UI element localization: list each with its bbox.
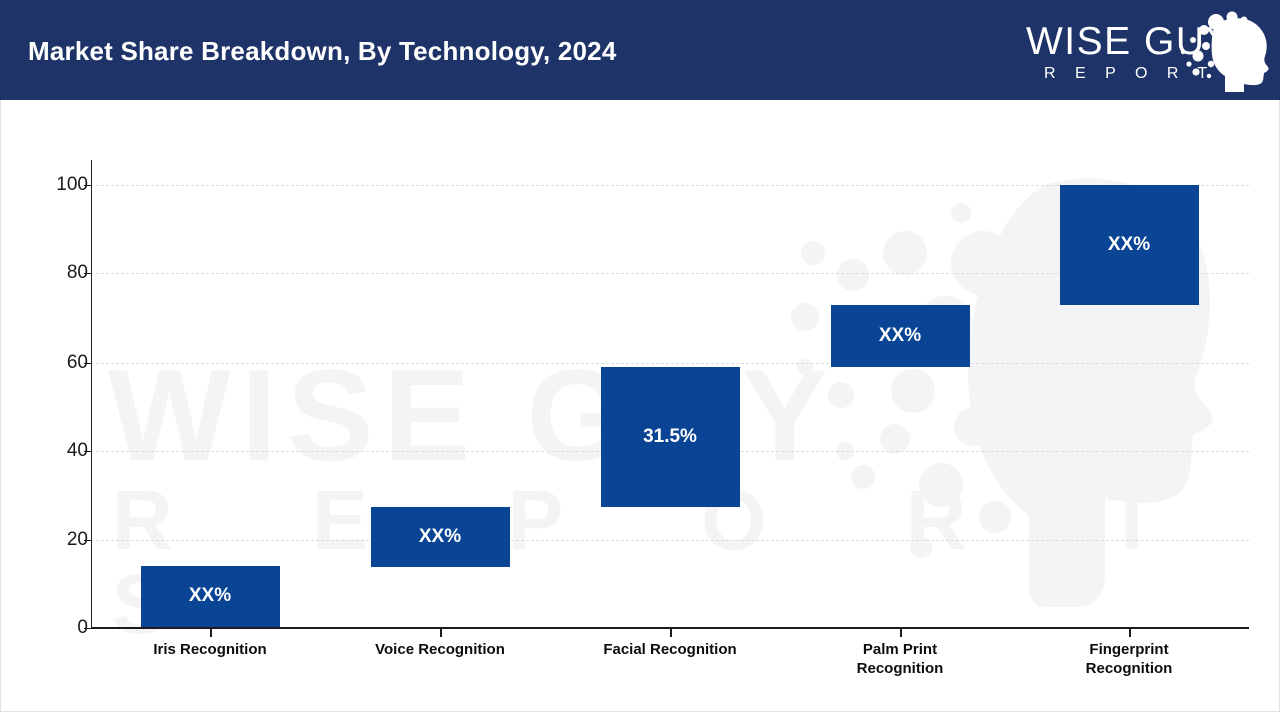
page-title: Market Share Breakdown, By Technology, 2…: [28, 36, 617, 66]
x-tickmark-5: [1129, 629, 1131, 637]
bar-facial-recognition[interactable]: [601, 367, 740, 507]
svg-text:R E P O R T S: R E P O R T S: [1044, 65, 1245, 82]
bar-label-palm-print-recognition: XX%: [878, 325, 922, 346]
y-tickmark-80: [84, 273, 91, 274]
gridline-20: [91, 540, 1249, 541]
gridline-100: [91, 185, 1249, 186]
header-bar: Market Share Breakdown, By Technology, 2…: [0, 0, 1280, 100]
bar-voice-recognition[interactable]: [371, 507, 510, 567]
gridline-80: [91, 273, 1249, 274]
y-tick-label-0: 0: [77, 617, 88, 638]
x-tickmark-3: [670, 629, 672, 637]
bar-label-iris-recognition: XX%: [188, 585, 232, 606]
y-tickmark-60: [84, 363, 91, 364]
bar-label-fingerprint-recognition: XX%: [1107, 234, 1151, 255]
x-category-label-fingerprint-recognition: Fingerprint Recognition: [1085, 641, 1173, 677]
wise-guy-reports-logo-svg: WISE GUY R E P O R T S: [1026, 11, 1269, 92]
brand-logo: WISE GUY R E P O R T S: [1020, 10, 1272, 92]
chart-plot-area: WISE GUY R E P O R T S: [0, 100, 1280, 712]
y-tick-label-80: 80: [66, 262, 88, 283]
x-category-label-facial-recognition: Facial Recognition: [603, 641, 737, 658]
y-tick-label-20: 20: [66, 529, 88, 550]
y-axis-line: [91, 160, 92, 629]
x-axis-line: [91, 627, 1249, 629]
y-tickmark-100: [84, 185, 91, 186]
y-tickmark-40: [84, 451, 91, 452]
x-category-label-voice-recognition: Voice Recognition: [375, 641, 505, 658]
x-category-label-palm-print-recognition: Palm Print Recognition: [856, 641, 944, 677]
gridline-60: [91, 363, 1249, 364]
y-tick-label-60: 60: [66, 352, 88, 373]
bar-palm-print-recognition[interactable]: [831, 305, 970, 367]
x-tickmark-1: [210, 629, 212, 637]
y-tick-label-100: 100: [56, 174, 88, 195]
y-tickmark-20: [84, 540, 91, 541]
bar-label-facial-recognition: 31.5%: [643, 426, 697, 447]
x-tickmark-4: [900, 629, 902, 637]
y-tickmark-0: [84, 628, 91, 629]
bar-iris-recognition[interactable]: [141, 566, 280, 628]
x-category-label-iris-recognition: Iris Recognition: [153, 641, 267, 658]
x-tickmark-2: [440, 629, 442, 637]
bar-label-voice-recognition: XX%: [418, 526, 462, 547]
y-tick-label-40: 40: [66, 440, 88, 461]
bar-fingerprint-recognition[interactable]: [1060, 185, 1199, 305]
